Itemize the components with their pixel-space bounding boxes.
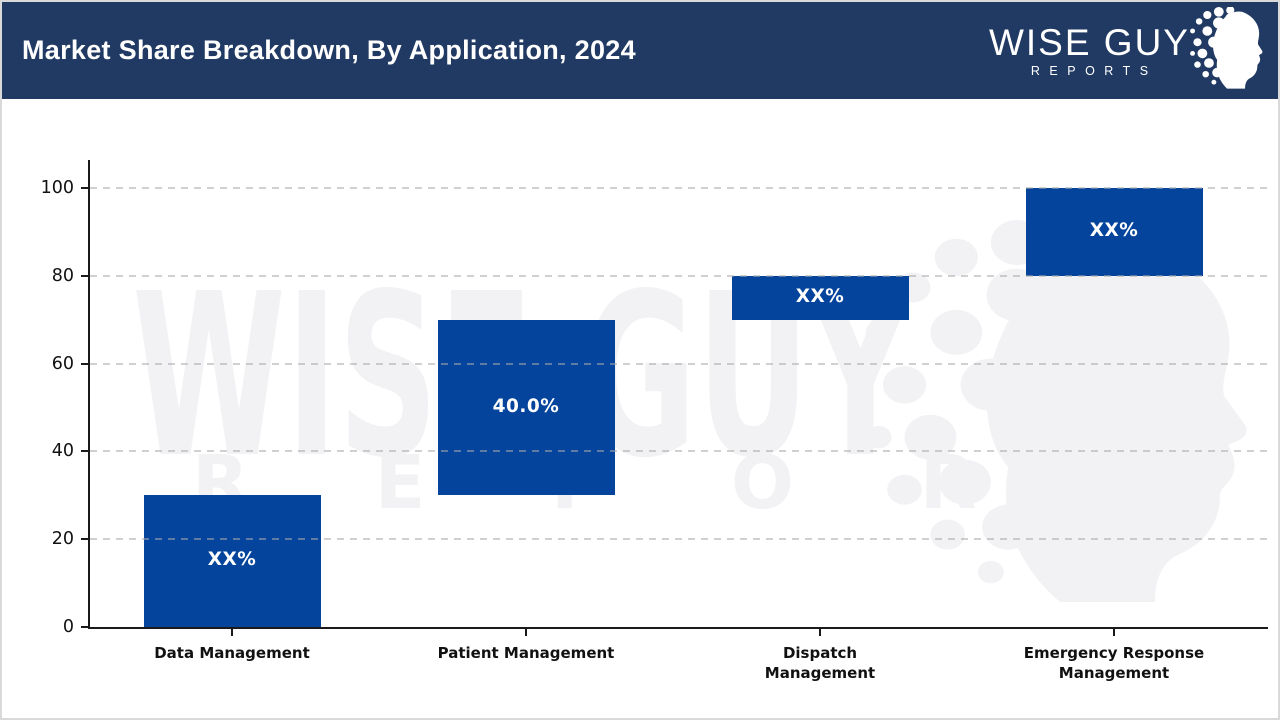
y-tick-mark	[81, 274, 90, 277]
gridline	[90, 450, 1268, 453]
x-tick-mark	[819, 629, 821, 636]
bar-segment	[437, 319, 615, 496]
x-category-label-line: Patient Management	[437, 644, 615, 662]
gridline	[90, 362, 1268, 365]
y-axis-line	[88, 160, 90, 629]
y-tick-label: 100	[40, 178, 74, 198]
x-axis-line	[88, 627, 1268, 629]
x-category-label-line: Dispatch	[782, 644, 858, 662]
gridline	[90, 538, 1268, 541]
bar-value-label: 40.0%	[492, 395, 560, 417]
bar-value-label: XX%	[795, 285, 845, 307]
y-tick-mark	[81, 538, 90, 541]
gridline	[90, 187, 1268, 189]
x-category-label-line: Emergency Response	[1023, 644, 1205, 662]
y-tick-mark	[81, 362, 90, 365]
brand-name: WISE GUY	[988, 21, 1190, 63]
brand-dotted-head-icon	[1190, 6, 1263, 89]
bar-value-label: XX%	[207, 549, 257, 571]
brand-logo: WISE GUY REPORTS	[989, 2, 1268, 99]
x-tick-mark	[231, 629, 233, 636]
waterfall-chart: XX% 40.0% XX% XX% 0 20 40 60 80 100 Data Managemen…	[2, 99, 1278, 718]
brand-subname: REPORTS	[1030, 63, 1158, 78]
x-category-label: Data Management	[82, 643, 382, 663]
watermark-dotted-head-icon	[865, 220, 1247, 603]
bar-value-label: XX%	[1089, 219, 1139, 241]
x-tick-mark	[1113, 629, 1115, 636]
bar-segment	[1025, 188, 1203, 276]
x-tick-mark	[525, 629, 527, 636]
x-category-label-line: Management	[764, 664, 876, 682]
page-title: Market Share Breakdown, By Application, …	[22, 35, 636, 65]
x-category-label: Emergency Response Management	[964, 643, 1264, 683]
y-tick-mark	[81, 450, 90, 453]
bar-segment	[731, 275, 909, 320]
y-tick-mark	[81, 626, 90, 628]
gridline	[90, 274, 1268, 277]
y-tick-label: 20	[51, 529, 74, 550]
y-tick-mark	[81, 187, 90, 189]
x-category-label: Dispatch Management	[670, 643, 970, 683]
brand-logo-text: WISE GUY REPORTS	[988, 21, 1190, 78]
y-tick-label: 0	[62, 617, 74, 637]
header-bar: Market Share Breakdown, By Application, …	[2, 2, 1278, 99]
bar-segment	[143, 495, 321, 627]
x-category-label-line: Management	[1058, 664, 1170, 682]
y-tick-label: 40	[51, 441, 74, 462]
y-tick-label: 60	[51, 353, 74, 374]
x-category-label-line: Data Management	[154, 644, 310, 662]
x-category-label: Patient Management	[376, 643, 676, 663]
y-tick-label: 80	[51, 265, 74, 286]
